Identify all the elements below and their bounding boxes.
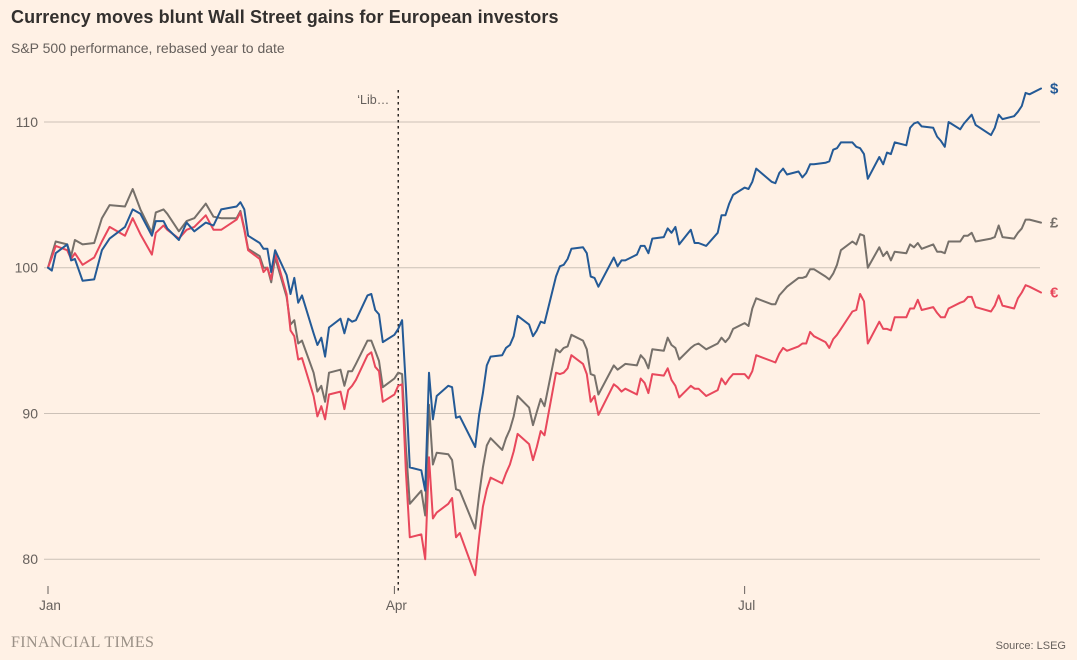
y-tick-label-100: 100 — [15, 260, 39, 276]
series-label-usd: $ — [1050, 80, 1059, 97]
y-tick-label-80: 80 — [22, 551, 38, 567]
series-line-gbp — [47, 188, 1042, 530]
x-tick-label-jul: Jul — [738, 598, 755, 613]
source-credit: Source: LSEG — [995, 640, 1066, 652]
series-label-gbp: £ — [1050, 215, 1059, 232]
series-label-eur: € — [1050, 285, 1059, 302]
page-title: Currency moves blunt Wall Street gains f… — [11, 7, 559, 27]
x-tick-label-apr: Apr — [386, 598, 408, 613]
event-label: ‘Lib… — [357, 93, 389, 107]
financial-times-logo: FINANCIAL TIMES — [11, 634, 155, 651]
chart-subtitle: S&P 500 performance, rebased year to dat… — [11, 40, 285, 56]
x-tick-label-jan: Jan — [39, 598, 61, 613]
y-tick-label-110: 110 — [16, 114, 39, 130]
series-line-usd — [47, 87, 1042, 492]
y-tick-label-90: 90 — [22, 405, 38, 421]
series-line-eur — [47, 211, 1042, 577]
